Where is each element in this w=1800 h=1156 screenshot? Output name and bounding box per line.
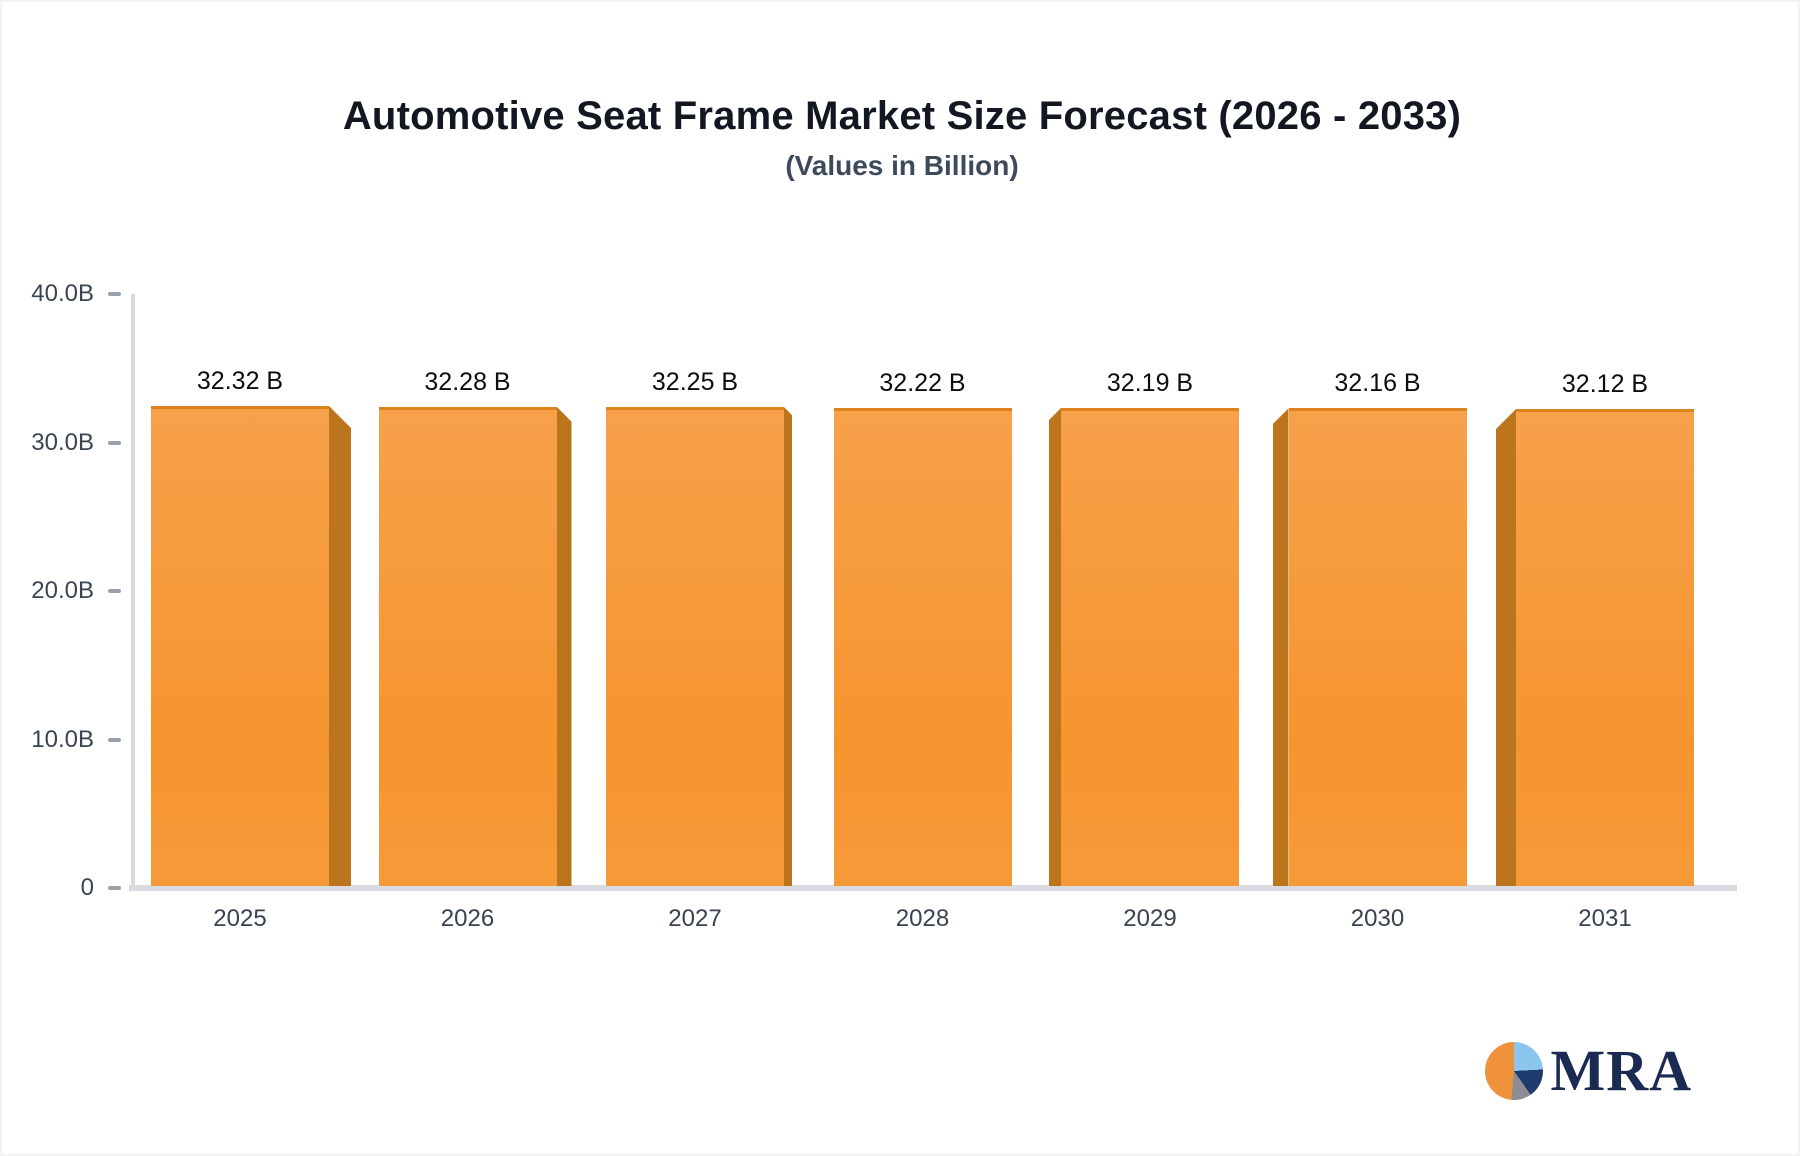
- bar-value-label: 32.22 B: [879, 368, 966, 397]
- bar-value-label: 32.25 B: [651, 368, 739, 397]
- bar-front-face: [833, 407, 1012, 886]
- bar-value-label: 32.19 B: [1106, 368, 1194, 397]
- pie-chart-icon: [1485, 1042, 1544, 1100]
- bar-value-label: 32.12 B: [1561, 370, 1649, 399]
- x-axis-label: 2030: [1350, 905, 1405, 932]
- y-axis-tick-label: 40.0B: [31, 280, 94, 307]
- x-axis-label: 2029: [1123, 905, 1177, 932]
- mra-logo: MRA: [1485, 1042, 1692, 1100]
- bar-front-face: [1516, 409, 1694, 886]
- mra-logo-text: MRA: [1550, 1038, 1692, 1103]
- bar-side-face: [1049, 407, 1061, 886]
- bar-side-face: [1496, 409, 1516, 886]
- bar-side-face: [329, 406, 351, 886]
- x-axis-label: 2026: [440, 905, 495, 932]
- y-axis-tick-mark: [108, 440, 121, 445]
- bar-side-face: [784, 407, 792, 886]
- y-axis-tick-mark: [108, 737, 121, 742]
- x-axis-label: 2025: [213, 905, 267, 932]
- bar-side-face: [556, 406, 572, 886]
- x-axis-line: [129, 885, 1737, 891]
- chart-title: Automotive Seat Frame Market Size Foreca…: [342, 94, 1462, 138]
- x-axis-label: 2031: [1578, 905, 1632, 932]
- y-axis-tick-label: 20.0B: [31, 577, 94, 604]
- bar-front-face: [1288, 408, 1467, 886]
- bar-side-face: [1272, 408, 1289, 886]
- y-axis-tick-label: 10.0B: [31, 725, 94, 753]
- bar-front-face: [1061, 407, 1239, 886]
- y-axis-tick-mark: [108, 589, 121, 593]
- y-axis-tick-label: 0: [80, 874, 94, 901]
- x-axis-label: 2027: [668, 905, 722, 932]
- y-axis-tick-mark: [108, 292, 121, 296]
- y-axis-tick-label: 30.0B: [31, 428, 94, 456]
- bar-value-label: 32.32 B: [196, 367, 284, 396]
- bar-front-face: [151, 406, 329, 886]
- bar-front-face: [378, 406, 557, 886]
- bar-front-face: [606, 407, 784, 886]
- x-axis-label: 2028: [895, 905, 950, 932]
- y-axis-line: [131, 294, 135, 888]
- y-axis-tick-mark: [108, 886, 121, 890]
- bar-value-label: 32.28 B: [424, 367, 511, 396]
- chart-subtitle: (Values in Billion): [785, 150, 1019, 181]
- bar-value-label: 32.16 B: [1334, 369, 1421, 398]
